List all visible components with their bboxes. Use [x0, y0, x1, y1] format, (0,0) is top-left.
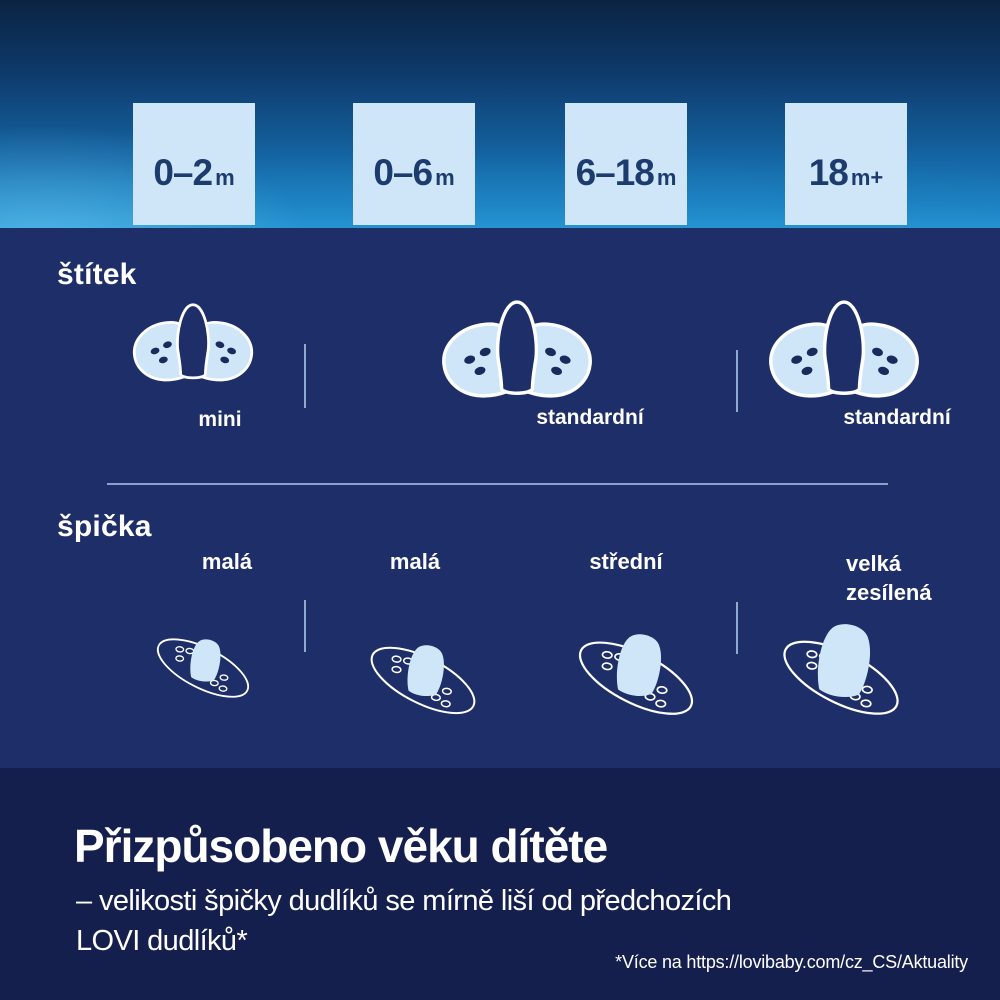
tip-size-label: malá [201, 549, 253, 574]
age-unit-label: m [435, 165, 455, 190]
age-square-18m-plus: 18 m+ [785, 103, 907, 225]
age-square-0-6m: 0–6 m [353, 103, 475, 225]
pacifier-front-standard-icon [442, 300, 592, 398]
pacifier-side-small-tip-icon [148, 626, 258, 709]
age-unit-label: m+ [850, 165, 884, 190]
footer-title: Přizpůsobeno věku dítěte [74, 820, 608, 872]
shield-size-label: standardní [843, 406, 951, 429]
age-square-0-2m: 0–2 m [133, 103, 255, 225]
shield-size-label: standardní [536, 406, 644, 429]
shield-size-label: mini [198, 408, 242, 431]
age-range-label: 18 [808, 152, 849, 193]
column-divider [304, 344, 306, 408]
column-divider [304, 600, 306, 652]
pacifier-front-standard-icon [769, 300, 919, 398]
pacifier-side-small-tip-icon [361, 633, 485, 727]
column-divider [736, 350, 738, 412]
tip-size-label-line1: velká [846, 551, 902, 576]
section-separator-line [107, 483, 888, 485]
tip-size-label: velká zesílená [846, 549, 932, 607]
age-unit-label: m [656, 165, 677, 190]
footer-band [0, 768, 1000, 1000]
pacifier-side-large-tip-icon [773, 620, 909, 729]
pacifier-side-medium-tip-icon [568, 627, 704, 729]
age-range-label: 0–6 [373, 152, 433, 193]
tip-size-label: střední [589, 549, 663, 574]
pacifier-front-mini-icon [132, 303, 254, 382]
footer-footnote-url: *Více na https://lovibaby.com/cz_CS/Aktu… [615, 952, 968, 972]
tip-size-label: malá [389, 549, 441, 574]
tip-size-label-line2: zesílená [846, 580, 932, 605]
footer-subtitle-line2: LOVI dudlíků* [76, 925, 248, 957]
age-square-6-18m: 6–18 m [565, 103, 687, 225]
age-range-label: 0–2 [153, 152, 213, 193]
footer-subtitle-line1: – velikosti špičky dudlíků se mírně liší… [76, 885, 732, 917]
shield-section-heading: štítek [57, 258, 137, 291]
column-divider [736, 602, 738, 654]
age-range-label: 6–18 [575, 152, 655, 193]
age-header-band: 0–2 m 0–6 m 6–18 m 18 m+ [0, 0, 1000, 228]
age-unit-label: m [215, 165, 235, 190]
tip-section-heading: špička [57, 510, 152, 543]
